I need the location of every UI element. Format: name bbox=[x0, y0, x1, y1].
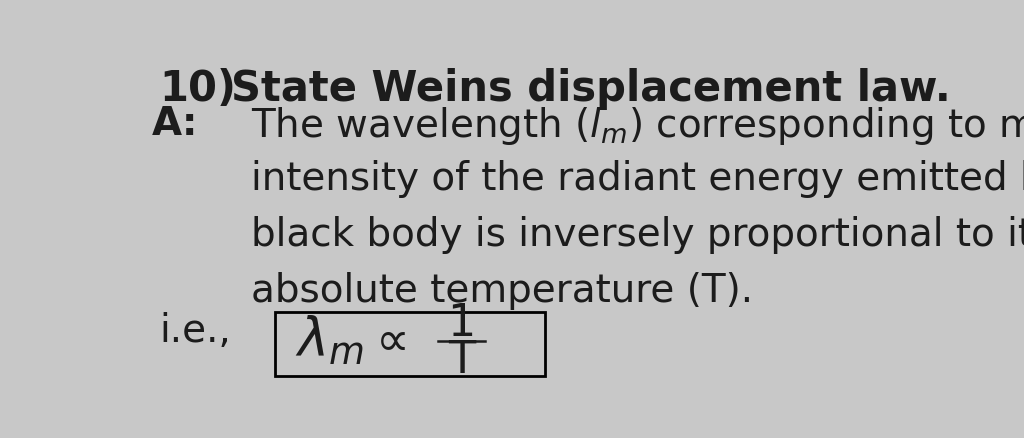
Text: absolute temperature (T).: absolute temperature (T). bbox=[251, 272, 753, 310]
Text: black body is inversely proportional to its: black body is inversely proportional to … bbox=[251, 216, 1024, 254]
Text: $\propto$: $\propto$ bbox=[367, 318, 407, 364]
Text: A:: A: bbox=[152, 105, 199, 143]
Text: intensity of the radiant energy emitted by a: intensity of the radiant energy emitted … bbox=[251, 160, 1024, 198]
Text: T: T bbox=[447, 339, 475, 382]
Text: 1: 1 bbox=[447, 302, 475, 345]
Text: i.e.,: i.e., bbox=[160, 312, 231, 350]
Text: 10): 10) bbox=[160, 68, 237, 110]
Text: The wavelength ($\mathit{l}_m$) corresponding to maximum: The wavelength ($\mathit{l}_m$) correspo… bbox=[251, 105, 1024, 147]
Text: $\lambda_m$: $\lambda_m$ bbox=[295, 314, 364, 367]
Text: State Weins displacement law.: State Weins displacement law. bbox=[231, 68, 951, 110]
